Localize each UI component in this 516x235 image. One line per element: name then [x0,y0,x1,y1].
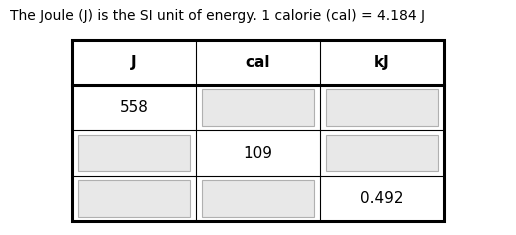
Bar [72,40,444,221]
Text: kJ: kJ [374,55,390,70]
Bar [202,90,314,126]
Bar [326,90,438,126]
Bar [78,135,190,172]
Bar [326,135,438,172]
Text: 109: 109 [244,145,272,161]
Text: The Joule (J) is the SI unit of energy. 1 calorie (cal) = 4.184 J: The Joule (J) is the SI unit of energy. … [10,9,425,24]
Text: cal: cal [246,55,270,70]
Text: J: J [132,55,137,70]
Text: 0.492: 0.492 [360,191,404,206]
Bar [78,180,190,217]
Bar [202,180,314,217]
Text: 558: 558 [120,100,149,115]
